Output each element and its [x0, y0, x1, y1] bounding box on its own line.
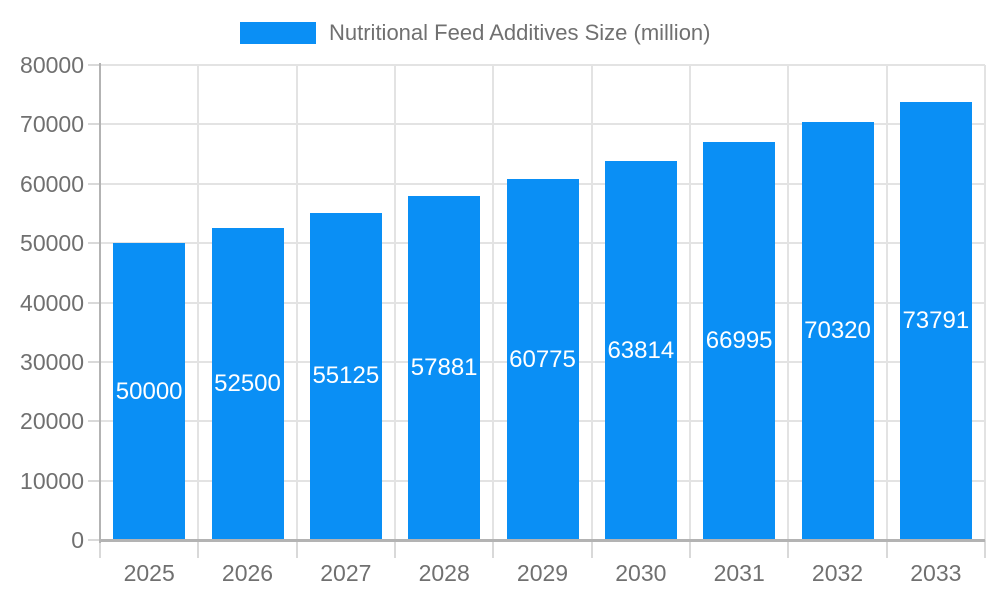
- y-axis-tick-label: 40000: [20, 289, 84, 316]
- x-axis-tick: [197, 540, 200, 558]
- x-axis-tick: [492, 540, 495, 558]
- y-axis-tick-label: 70000: [20, 111, 84, 138]
- x-axis-tick: [99, 540, 101, 558]
- x-gridline: [984, 65, 986, 540]
- x-axis-tick-label: 2033: [910, 560, 962, 586]
- y-axis-tick-label: 0: [71, 527, 84, 553]
- legend-swatch: [240, 22, 316, 44]
- y-axis-tick: [88, 242, 100, 245]
- x-axis-tick: [885, 540, 888, 558]
- y-axis-tick: [88, 420, 100, 423]
- y-axis-tick: [88, 64, 100, 66]
- y-axis-tick-label: 60000: [20, 170, 84, 197]
- x-gridline: [197, 65, 200, 540]
- x-axis-tick: [787, 540, 790, 558]
- bar-value-label: 60775: [509, 345, 576, 373]
- x-axis-tick-label: 2028: [418, 560, 470, 586]
- bar-value-label: 52500: [214, 370, 281, 398]
- bar-value-label: 50000: [115, 377, 183, 405]
- bar[interactable]: [899, 101, 972, 540]
- x-gridline: [295, 65, 298, 540]
- x-gridline: [885, 65, 888, 540]
- x-axis-tick: [590, 540, 593, 558]
- x-axis-tick: [984, 540, 986, 558]
- bar[interactable]: [801, 122, 874, 540]
- bar[interactable]: [604, 161, 677, 540]
- y-axis-tick: [88, 182, 100, 185]
- y-axis-tick-label: 50000: [20, 230, 84, 257]
- bar[interactable]: [211, 228, 284, 540]
- x-gridline: [492, 65, 495, 540]
- y-axis-tick: [88, 123, 100, 126]
- bar-value-label: 55125: [312, 362, 380, 390]
- x-gridline: [689, 65, 691, 540]
- x-axis-tick: [689, 540, 691, 558]
- bar-value-label: 73791: [902, 306, 970, 334]
- x-gridline: [394, 65, 396, 540]
- legend-label: Nutritional Feed Additives Size (million…: [329, 20, 711, 45]
- y-axis-tick-label: 30000: [20, 348, 84, 375]
- bar-value-label: 66995: [705, 327, 773, 355]
- x-axis-tick: [295, 540, 298, 558]
- bar-value-label: 70320: [804, 317, 871, 345]
- y-axis-tick: [88, 479, 100, 482]
- x-gridline: [590, 65, 593, 540]
- bar-value-label: 63814: [607, 336, 675, 364]
- x-gridline: [787, 65, 790, 540]
- x-axis-tick-label: 2032: [811, 560, 864, 586]
- chart-legend[interactable]: Nutritional Feed Additives Size (million…: [240, 20, 711, 46]
- y-axis-tick-label: 20000: [20, 408, 84, 435]
- x-axis-tick-label: 2026: [221, 560, 274, 586]
- x-axis-tick-label: 2025: [123, 560, 175, 586]
- x-axis-tick: [394, 540, 396, 558]
- y-axis-tick-label: 10000: [20, 467, 84, 494]
- x-axis-tick-label: 2029: [516, 560, 569, 586]
- y-gridline: [100, 123, 985, 126]
- x-axis-tick-label: 2031: [713, 560, 765, 586]
- y-axis-tick: [88, 301, 100, 304]
- bar[interactable]: [113, 243, 186, 540]
- bar[interactable]: [408, 196, 481, 540]
- x-axis-tick-label: 2027: [320, 560, 372, 586]
- y-axis-tick: [88, 360, 100, 363]
- bar[interactable]: [506, 179, 579, 540]
- bar-value-label: 57881: [410, 354, 478, 382]
- y-axis-tick: [88, 539, 100, 541]
- bar[interactable]: [309, 212, 382, 540]
- x-axis-line: [100, 539, 985, 542]
- y-axis-line: [99, 63, 101, 543]
- y-axis-tick-label: 80000: [20, 52, 84, 78]
- x-axis-tick-label: 2030: [615, 560, 667, 586]
- y-gridline: [100, 64, 985, 66]
- bar[interactable]: [703, 142, 776, 540]
